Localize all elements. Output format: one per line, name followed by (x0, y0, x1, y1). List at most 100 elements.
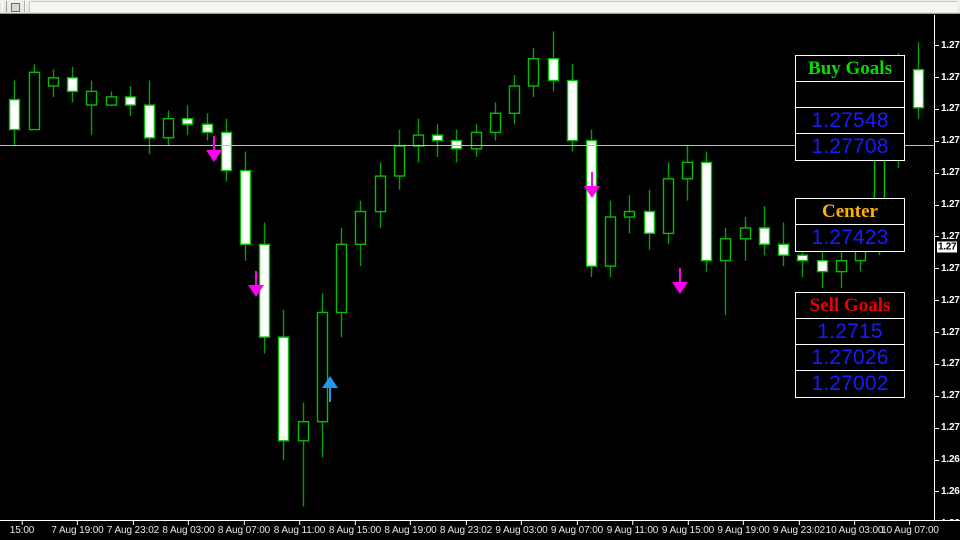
time-tick-mark (520, 521, 522, 525)
candlestick (143, 80, 156, 155)
candlestick (162, 110, 175, 147)
buy-goal-value-1: 1.27548 (796, 108, 904, 134)
price-tick-mark (935, 363, 939, 365)
price-tick-label: 1.27 (941, 103, 960, 115)
time-tick: 9 Aug 07:00 (551, 521, 603, 537)
price-tick-mark (935, 77, 939, 79)
candlestick (719, 227, 732, 316)
toolbar-grip[interactable] (2, 1, 7, 12)
sell-goals-title: Sell Goals (796, 293, 904, 319)
candlestick (412, 118, 425, 163)
time-tick-mark (909, 521, 911, 525)
price-tick-mark (935, 140, 939, 142)
time-tick-label: 8 Aug 03:00 (162, 525, 215, 536)
buy-goal-value-2: 1.27708 (811, 135, 889, 158)
buy-goals-panel[interactable]: Buy Goals 1.27548 1.27708 (795, 55, 905, 161)
time-tick-mark (21, 521, 23, 525)
toolbar-field[interactable] (29, 1, 958, 12)
price-tick-mark (935, 459, 939, 461)
sell-goal-value-1: 1.2715 (796, 319, 904, 345)
sell-signal-arrow (202, 135, 226, 170)
candlestick (28, 64, 41, 131)
candlestick (181, 105, 194, 136)
price-tick-mark (935, 427, 939, 429)
candlestick (335, 227, 348, 338)
price-tick-label: 1.27 (941, 294, 960, 306)
price-tick-mark (935, 300, 939, 302)
candlestick (124, 85, 137, 116)
price-tick-label: 1.27 (941, 390, 960, 402)
price-tick-mark (935, 45, 939, 47)
time-tick-label: 8 Aug 23:02 (439, 525, 493, 536)
center-panel[interactable]: Center 1.27423 (795, 198, 905, 252)
sell-goal-value-3: 1.27002 (811, 372, 889, 395)
candlestick (297, 402, 310, 507)
time-tick-mark (576, 521, 578, 525)
candlestick (277, 309, 290, 460)
time-tick-mark (742, 521, 744, 525)
candlestick (85, 80, 98, 136)
time-tick-mark (465, 521, 467, 525)
candlestick (700, 151, 713, 272)
candlestick (662, 162, 675, 245)
candlestick (8, 80, 21, 147)
toolbar-icon[interactable] (8, 1, 21, 12)
price-tick-label: 1.27 (941, 71, 960, 83)
time-tick: 8 Aug 23:02 (440, 521, 492, 537)
sell-goals-panel[interactable]: Sell Goals 1.2715 1.27026 1.27002 (795, 292, 905, 398)
toolbar (0, 0, 960, 14)
candlestick (566, 64, 579, 152)
price-tick-mark (935, 268, 939, 270)
time-tick-mark (798, 521, 800, 525)
time-tick-mark (187, 521, 189, 525)
price-axis[interactable]: 1.27 1.27 1.27 1.27 1.27 1.27 1.27 1.27 1.27 1.27… (934, 15, 960, 528)
time-tick-mark (76, 521, 78, 525)
time-tick-label: 7 Aug 19:00 (51, 525, 104, 536)
candlestick (585, 129, 598, 278)
time-tick-label: 9 Aug 07:00 (550, 525, 604, 536)
time-tick-mark (631, 521, 633, 525)
candlestick (66, 66, 79, 103)
time-axis[interactable]: 15:00 7 Aug 19:00 7 Aug 23:02 8 Aug 03:00 8 … (0, 520, 960, 540)
candlestick (220, 118, 233, 182)
price-tick-mark (935, 332, 939, 334)
time-tick: 9 Aug 11:00 (606, 521, 659, 537)
price-tick-label: 1.27 (941, 167, 960, 179)
price-tick-label: 1.27 (941, 230, 960, 242)
time-tick: 9 Aug 15:00 (662, 521, 714, 537)
center-value: 1.27423 (811, 226, 889, 249)
time-tick-mark (687, 521, 689, 525)
price-tick-mark (935, 108, 939, 110)
time-tick: 10 Aug 03:00 (826, 521, 883, 537)
candlestick (47, 69, 60, 97)
time-tick: 9 Aug 03:00 (495, 521, 548, 537)
time-tick: 8 Aug 19:00 (384, 521, 437, 537)
time-tick-mark (854, 521, 855, 525)
price-tick-mark (935, 204, 939, 206)
candlestick (758, 206, 771, 256)
time-tick-label: 9 Aug 11:00 (606, 525, 659, 536)
price-tick-mark (935, 236, 939, 238)
time-tick-label: 8 Aug 19:00 (384, 525, 437, 536)
chart-pane[interactable]: Buy Goals 1.27548 1.27708 Center 1.27423… (0, 15, 960, 520)
time-tick: 9 Aug 23:02 (773, 521, 825, 537)
time-tick-label: 7 Aug 23:02 (106, 525, 160, 536)
price-tick-label: 1.27 (941, 262, 960, 274)
price-tick-label: 1.27 (941, 326, 960, 338)
time-tick-label: 9 Aug 15:00 (661, 525, 715, 536)
time-tick-label: 8 Aug 11:00 (273, 525, 326, 536)
time-tick: 8 Aug 11:00 (273, 521, 326, 537)
time-tick-label: 9 Aug 23:02 (772, 525, 826, 536)
time-tick: 9 Aug 19:00 (717, 521, 770, 537)
candlestick (316, 293, 329, 458)
candlestick (508, 75, 521, 125)
time-tick: 8 Aug 03:00 (162, 521, 215, 537)
candlestick-plot[interactable] (0, 15, 934, 520)
time-tick-label: 8 Aug 15:00 (328, 525, 382, 536)
candlestick (527, 47, 540, 97)
candlestick (739, 217, 752, 261)
time-tick-mark (354, 521, 356, 525)
candlestick (201, 113, 214, 141)
candlestick (604, 200, 617, 278)
